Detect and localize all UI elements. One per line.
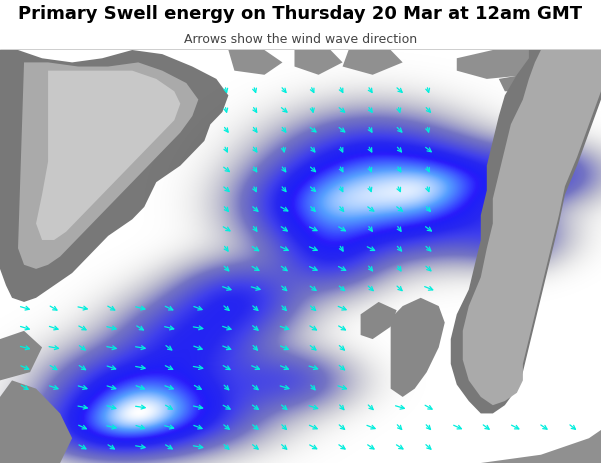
Polygon shape xyxy=(228,50,282,75)
Polygon shape xyxy=(36,71,180,240)
Polygon shape xyxy=(18,63,198,269)
Text: Arrows show the wind wave direction: Arrows show the wind wave direction xyxy=(184,32,417,45)
Polygon shape xyxy=(0,381,72,463)
Polygon shape xyxy=(294,50,343,75)
Polygon shape xyxy=(463,50,601,405)
Polygon shape xyxy=(451,50,601,413)
Polygon shape xyxy=(451,430,601,463)
Polygon shape xyxy=(391,298,445,397)
Polygon shape xyxy=(0,331,42,381)
Polygon shape xyxy=(343,50,403,75)
Polygon shape xyxy=(0,50,228,302)
Text: Primary Swell energy on Thursday 20 Mar at 12am GMT: Primary Swell energy on Thursday 20 Mar … xyxy=(19,5,582,23)
Polygon shape xyxy=(361,302,397,339)
Polygon shape xyxy=(457,50,547,79)
Polygon shape xyxy=(499,75,541,91)
